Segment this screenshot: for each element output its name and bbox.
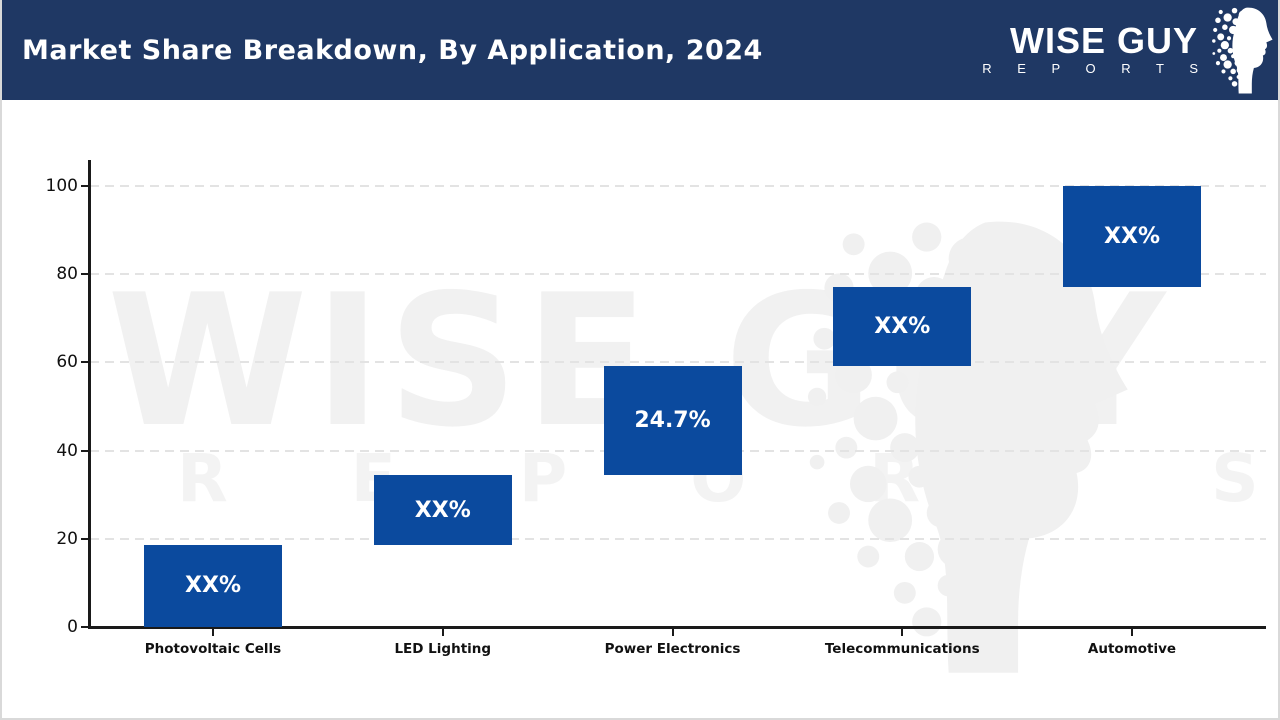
- gridline-100: [90, 185, 1266, 187]
- logo-subtext: R E P O R T S: [982, 61, 1209, 76]
- x-axis-line: [88, 626, 1266, 629]
- y-tick-label-100: 100: [45, 176, 78, 196]
- y-tick-label-40: 40: [56, 440, 78, 461]
- x-tick-1: [441, 628, 444, 636]
- x-category-label-4: Automotive: [1087, 641, 1177, 657]
- y-tick-60: [81, 361, 90, 364]
- y-tick-label-60: 60: [56, 352, 78, 373]
- bar-telecommunications: XX%: [833, 286, 972, 367]
- bar-photovoltaic-cells: XX%: [144, 544, 282, 627]
- y-tick-80: [81, 273, 90, 276]
- x-category-label-3: Telecommunications: [824, 641, 980, 657]
- bar-value-label: XX%: [874, 313, 931, 339]
- wiseguy-logo: WISE GUY R E P O R T S: [982, 0, 1276, 100]
- bar-value-label: XX%: [1104, 223, 1160, 249]
- y-tick-40: [81, 449, 90, 452]
- logo-wordmark: WISE GUY: [1009, 20, 1198, 61]
- x-category-label-0: Photovoltaic Cells: [144, 641, 282, 657]
- x-category-label-2: Power Electronics: [604, 641, 741, 657]
- y-tick-label-20: 20: [56, 528, 78, 549]
- x-tick-0: [212, 628, 214, 636]
- logo-text: WISE GUY R E P O R T S: [982, 22, 1198, 78]
- header-bar: Market Share Breakdown, By Application, …: [2, 0, 1278, 100]
- y-tick-100: [81, 185, 90, 187]
- x-tick-2: [671, 628, 674, 636]
- bar-value-label: XX%: [414, 497, 471, 523]
- bar-led-lighting: XX%: [373, 475, 512, 545]
- y-axis-line: [88, 160, 91, 629]
- chart-title: Market Share Breakdown, By Application, …: [22, 34, 763, 66]
- x-category-label-1: LED Lighting: [394, 641, 492, 657]
- gridline-20: [90, 537, 1266, 540]
- bar-power-electronics: 24.7%: [603, 366, 742, 476]
- y-tick-label-0: 0: [67, 617, 78, 637]
- y-tick-label-80: 80: [56, 264, 78, 285]
- bar-value-label: 24.7%: [634, 408, 711, 434]
- gridline-80: [90, 273, 1266, 276]
- y-tick-0: [81, 626, 90, 628]
- y-tick-20: [81, 537, 90, 540]
- x-tick-4: [1131, 628, 1133, 636]
- gridline-60: [90, 361, 1266, 364]
- bar-value-label: XX%: [185, 573, 241, 599]
- x-tick-3: [901, 628, 904, 636]
- bar-automotive: XX%: [1063, 186, 1201, 287]
